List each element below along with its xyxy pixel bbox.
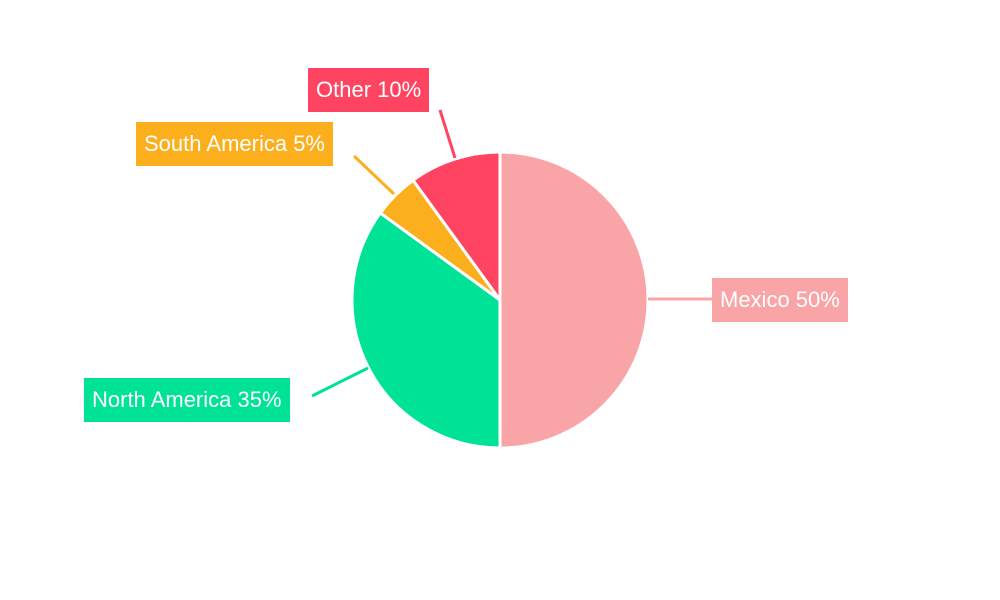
leader-lines	[311, 109, 712, 398]
pie-slice-north-america	[350, 210, 502, 450]
leader-line-north-america	[311, 366, 369, 398]
label-other: Other 10%	[308, 68, 430, 112]
label-south-america: South America 5%	[136, 122, 333, 166]
label-north-america: North America 35%	[84, 378, 290, 422]
pie-slice-mexico	[498, 150, 650, 450]
leader-line-other	[438, 109, 457, 159]
pie-slices	[350, 150, 650, 450]
pie-slice-other	[410, 150, 502, 305]
leader-line-south-america	[352, 154, 396, 196]
label-mexico: Mexico 50%	[712, 278, 848, 322]
